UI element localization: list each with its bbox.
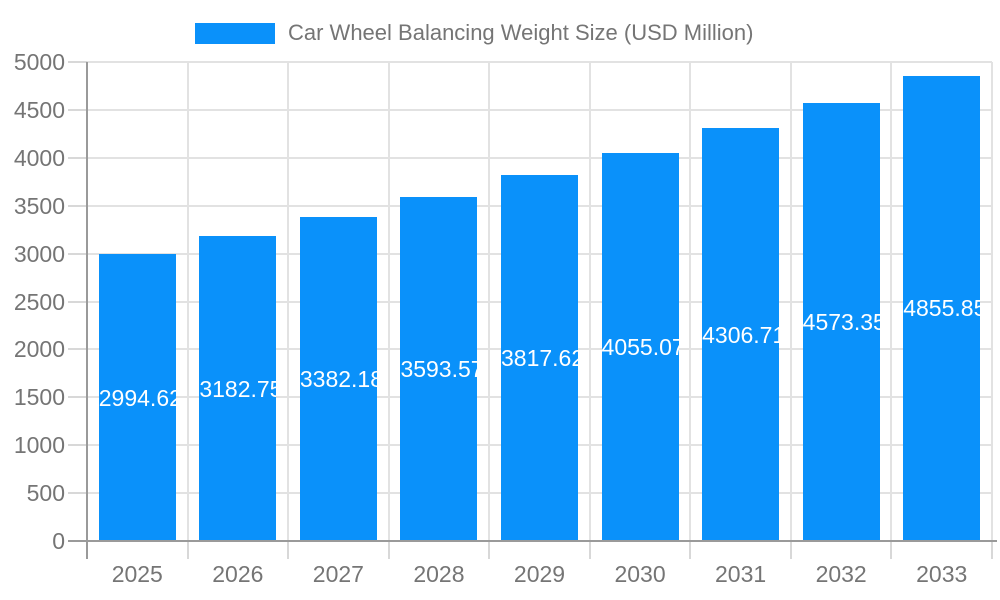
y-axis-label: 1500 xyxy=(13,384,65,411)
y-gridline xyxy=(87,108,992,111)
x-gridline xyxy=(890,62,893,541)
y-axis-label: 4500 xyxy=(13,96,65,123)
y-axis-tick xyxy=(68,444,87,447)
bar-value-label: 4306.71 xyxy=(702,321,780,348)
x-axis-label-2032: 2032 xyxy=(815,561,867,587)
x-axis-tick xyxy=(689,541,692,559)
x-axis-label-2028: 2028 xyxy=(413,561,465,587)
bar-value-label: 2994.62 xyxy=(98,384,176,411)
bar-2028[interactable]: 3593.57 xyxy=(400,196,478,541)
x-gridline xyxy=(588,62,591,541)
y-axis-label: 3500 xyxy=(13,192,65,219)
bar-value-label: 3593.57 xyxy=(400,355,478,382)
x-axis-tick xyxy=(588,541,591,559)
x-axis-tick xyxy=(186,541,189,559)
y-axis-tick xyxy=(68,108,87,111)
x-axis-tick xyxy=(287,541,290,559)
y-axis-label: 5000 xyxy=(13,49,65,75)
y-axis-label: 2000 xyxy=(13,336,65,363)
x-axis-label-2031: 2031 xyxy=(715,561,767,587)
bar-2025[interactable]: 2994.62 xyxy=(98,254,176,541)
y-axis-tick xyxy=(68,61,87,63)
y-gridline xyxy=(87,61,992,63)
bar-value-label: 3817.62 xyxy=(501,345,578,372)
y-axis-label: 500 xyxy=(26,480,65,507)
plot-area: 0 500 1000 1500 2000 2500 3000 3500 4000 4500 5000… xyxy=(14,49,997,587)
x-gridline xyxy=(186,62,189,541)
bar-2027[interactable]: 3382.18 xyxy=(299,217,377,541)
y-axis-line xyxy=(86,62,88,559)
x-gridline xyxy=(488,62,491,541)
x-axis-label-2029: 2029 xyxy=(513,561,566,587)
legend-label: Car Wheel Balancing Weight Size (USD Mil… xyxy=(288,20,754,45)
bar-2031[interactable]: 4306.71 xyxy=(702,128,780,541)
bar-value-label: 3182.75 xyxy=(199,375,277,402)
bar-2030[interactable]: 4055.07 xyxy=(601,152,679,541)
y-axis-tick xyxy=(68,492,87,495)
y-axis-label: 4000 xyxy=(13,144,65,171)
y-axis-tick xyxy=(68,348,87,351)
legend-swatch-icon xyxy=(195,22,275,44)
y-axis-label: 0 xyxy=(52,528,65,554)
x-axis-label-2026: 2026 xyxy=(212,561,264,587)
bar-value-label: 3382.18 xyxy=(299,366,377,392)
y-axis-label: 2500 xyxy=(13,288,65,315)
y-axis-tick xyxy=(68,396,87,399)
x-axis-line xyxy=(68,540,997,542)
y-axis-tick xyxy=(68,300,87,303)
bar-2033[interactable]: 4855.85 xyxy=(903,75,981,541)
legend-item[interactable]: Car Wheel Balancing Weight Size (USD Mil… xyxy=(195,17,753,49)
x-axis-tick xyxy=(387,541,390,559)
x-gridline xyxy=(689,62,692,541)
y-axis-tick xyxy=(68,156,87,159)
bar-value-label: 4055.07 xyxy=(601,333,679,360)
x-axis-tick xyxy=(890,541,893,559)
bar-2029[interactable]: 3817.62 xyxy=(501,175,578,541)
x-axis-label-2030: 2030 xyxy=(614,561,666,587)
bar-2032[interactable]: 4573.35 xyxy=(802,102,880,541)
bar-2026[interactable]: 3182.75 xyxy=(199,236,277,541)
x-axis-label-2027: 2027 xyxy=(312,561,364,587)
x-axis-label-2025: 2025 xyxy=(111,561,163,587)
x-axis-tick xyxy=(488,541,491,559)
bar-value-label: 4573.35 xyxy=(802,308,880,335)
x-axis-tick xyxy=(991,541,993,559)
x-axis-tick xyxy=(789,541,792,559)
y-axis-tick xyxy=(68,252,87,255)
x-gridline xyxy=(387,62,390,541)
y-axis-label: 1000 xyxy=(13,432,65,459)
y-axis-tick xyxy=(68,204,87,207)
x-gridline xyxy=(991,62,993,541)
x-axis-label-2033: 2033 xyxy=(916,561,968,587)
y-axis-label: 3000 xyxy=(13,240,65,267)
bar-value-label: 4855.85 xyxy=(903,295,981,322)
y-gridline xyxy=(87,156,992,159)
x-gridline xyxy=(789,62,792,541)
x-gridline xyxy=(287,62,290,541)
